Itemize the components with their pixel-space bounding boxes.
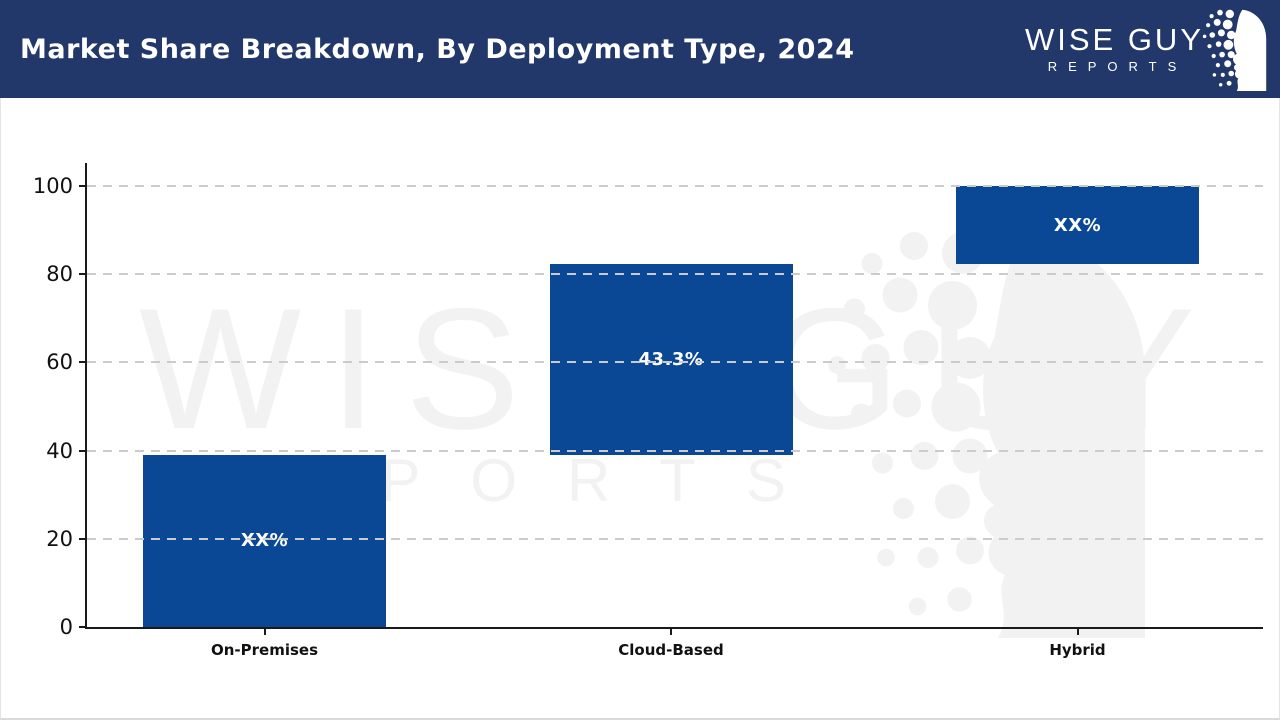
x-tick-mark (1076, 629, 1079, 635)
y-tick-label: 40 (46, 438, 73, 463)
y-axis-line (85, 163, 87, 629)
y-tick-label: 20 (46, 526, 73, 551)
grid-line (87, 537, 1263, 540)
x-axis-line (85, 627, 1263, 629)
x-category-label: Hybrid (1049, 641, 1106, 659)
logo-wordmark: WISE GUY (1024, 22, 1204, 57)
bar-on-premises: XX% (143, 455, 386, 627)
y-tick-mark (79, 273, 85, 276)
bar-value-label: 43.3% (638, 349, 704, 371)
logo-subtitle: REPORTS (1047, 59, 1188, 74)
y-tick-label: 0 (59, 615, 73, 639)
y-tick-label: 60 (46, 350, 73, 375)
grid-line (87, 273, 1263, 276)
y-tick-label: 100 (32, 174, 73, 198)
x-category-label: Cloud-Based (618, 641, 724, 659)
page-title: Market Share Breakdown, By Deployment Ty… (20, 33, 855, 65)
grid-line (87, 361, 1263, 364)
wiseguy-logo-text: WISE GUY REPORTS (1025, 24, 1204, 74)
grid-line (87, 449, 1263, 452)
wiseguy-head-icon (1202, 9, 1267, 91)
chart-canvas: WISE GUY REPORTS 020406080100XX%43.3%XX%… (0, 98, 1280, 720)
y-tick-mark (79, 185, 85, 187)
x-tick-mark (670, 629, 672, 635)
bar-value-label: XX% (240, 530, 289, 552)
y-tick-label: 80 (46, 262, 73, 287)
y-tick-mark (79, 537, 85, 540)
x-category-label: On-Premises (210, 641, 319, 659)
watermark-head-icon (828, 232, 1145, 638)
bar-cloud-based: 43.3% (549, 264, 793, 455)
grid-line (87, 185, 1263, 187)
wiseguy-logo: WISE GUY REPORTS (1025, 7, 1280, 91)
bar-value-label: XX% (1053, 214, 1102, 236)
y-tick-mark (79, 626, 85, 628)
y-tick-mark (79, 361, 85, 364)
bar-hybrid: XX% (956, 186, 1199, 265)
y-tick-mark (79, 449, 85, 452)
plot-area: 0 20 40 60 80 100 XX% 43.3% XX% On-Premises Cloud-… (1, 98, 1279, 718)
header-bar: Market Share Breakdown, By Deployment Ty… (0, 0, 1280, 98)
x-tick-mark (263, 629, 266, 635)
